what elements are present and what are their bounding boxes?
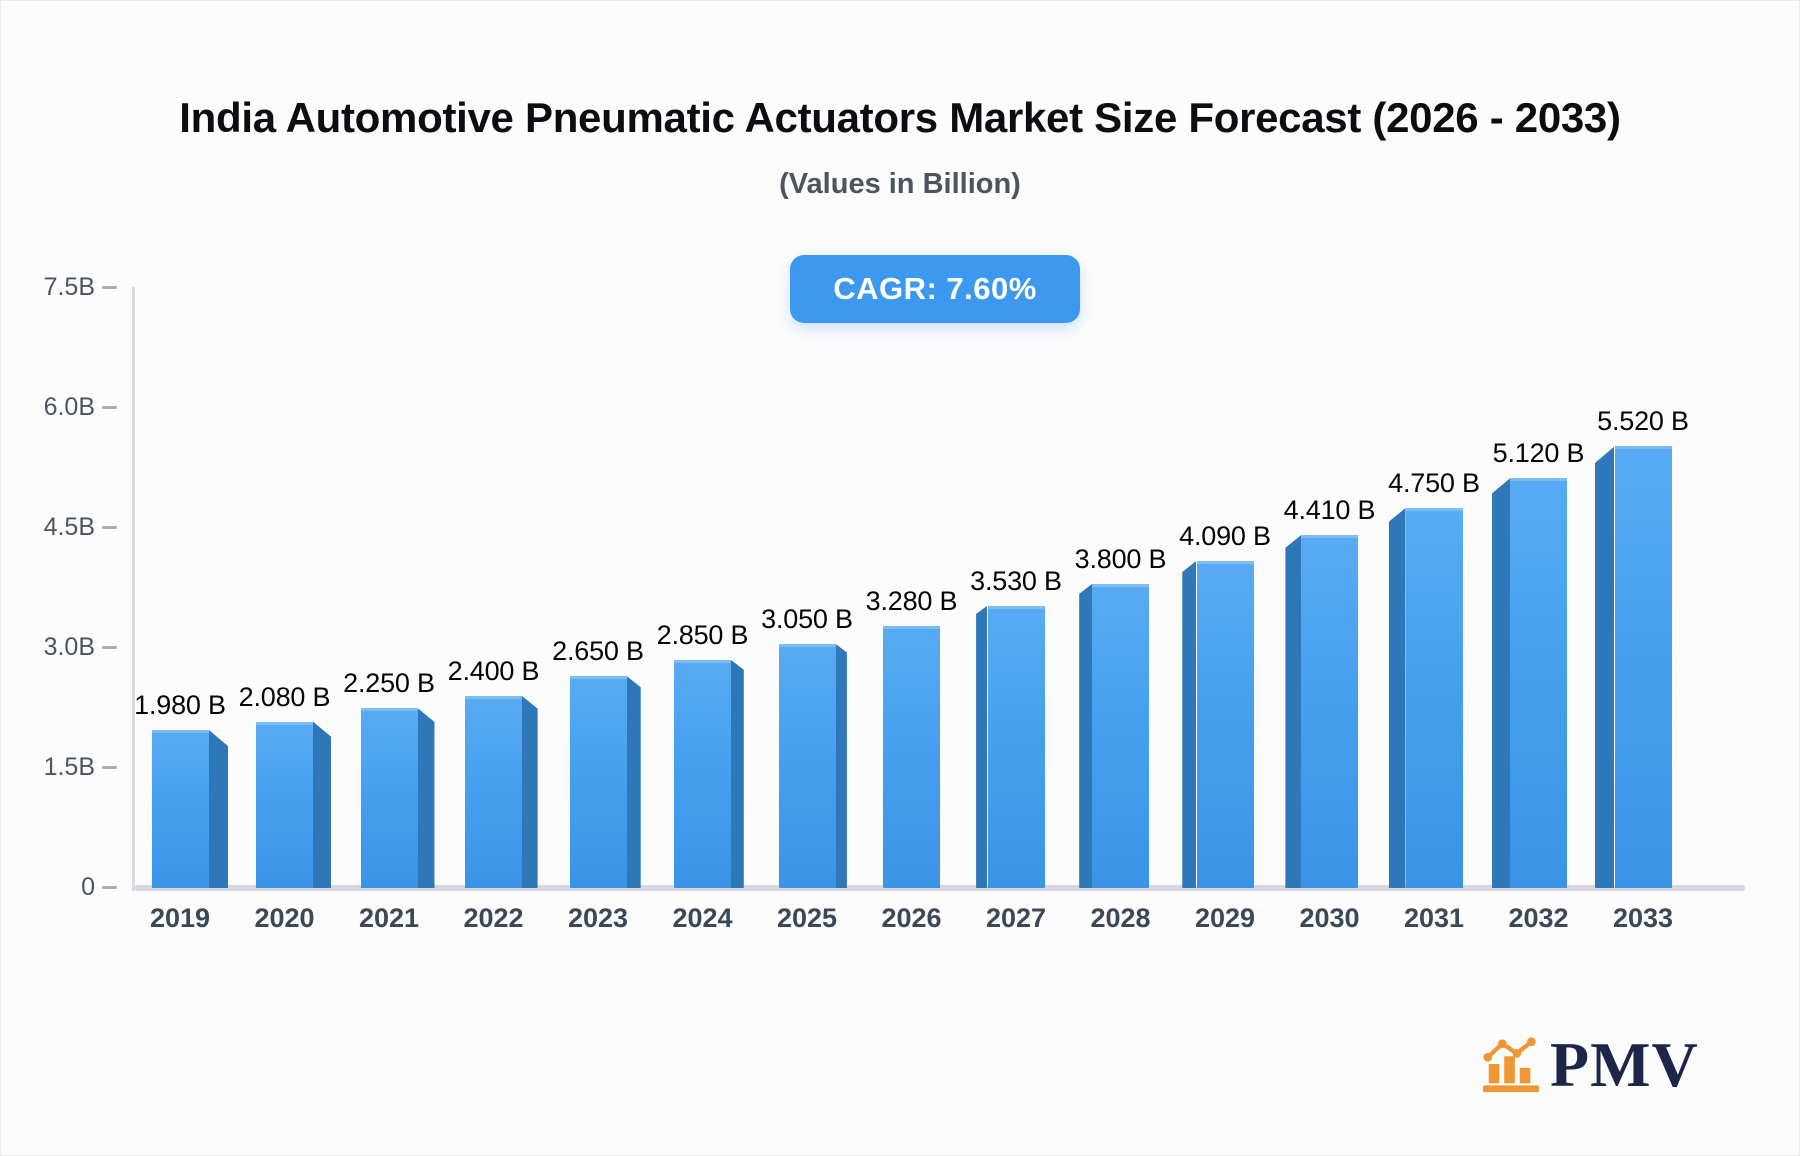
x-axis-baseline bbox=[135, 885, 1745, 891]
bar-side-2027 bbox=[976, 605, 988, 888]
x-tick-label-2032: 2032 bbox=[1508, 903, 1569, 933]
bar-side-2019 bbox=[208, 729, 229, 888]
y-tick-mark bbox=[102, 886, 117, 889]
bar-value-label-2021: 2.250 B bbox=[343, 668, 435, 698]
bar-value-label-2028: 3.800 B bbox=[1074, 544, 1167, 574]
bar-2021 bbox=[360, 708, 418, 888]
bar-value-label-2026: 3.280 B bbox=[865, 585, 958, 616]
bar-value-label-2025: 3.050 B bbox=[761, 604, 853, 634]
bar-2020 bbox=[256, 721, 313, 888]
chart-subtitle: (Values in Billion) bbox=[779, 168, 1021, 200]
y-tick-mark bbox=[102, 286, 117, 289]
bar-value-label-2027: 3.530 B bbox=[970, 565, 1062, 596]
y-tick-mark bbox=[102, 766, 117, 769]
x-tick-label-2021: 2021 bbox=[358, 903, 420, 933]
bar-2027 bbox=[987, 605, 1045, 888]
bar-value-label-2029: 4.090 B bbox=[1179, 520, 1271, 551]
y-tick-label-4.5B: 4.5B bbox=[43, 513, 95, 541]
y-tick-label-7.5B: 7.5B bbox=[43, 273, 95, 301]
x-tick-label-2023: 2023 bbox=[567, 903, 629, 933]
y-tick-label-1.5B: 1.5B bbox=[43, 753, 95, 781]
bar-2022 bbox=[465, 696, 522, 888]
bar-2029 bbox=[1196, 560, 1254, 888]
x-tick-label-2024: 2024 bbox=[672, 903, 733, 933]
bar-side-2024 bbox=[731, 660, 744, 888]
bar-value-label-2033: 5.520 B bbox=[1597, 406, 1689, 437]
x-tick-label-2025: 2025 bbox=[776, 903, 838, 933]
bar-side-2021 bbox=[417, 708, 435, 888]
x-tick-label-2022: 2022 bbox=[463, 903, 524, 933]
bar-value-label-2032: 5.120 B bbox=[1492, 438, 1585, 469]
bar-value-label-2031: 4.750 B bbox=[1388, 468, 1480, 498]
bar-2025 bbox=[778, 644, 836, 888]
y-axis-line bbox=[132, 287, 135, 891]
bar-side-2030 bbox=[1285, 535, 1301, 888]
bar-2033 bbox=[1614, 446, 1672, 888]
bar-2032 bbox=[1510, 478, 1567, 888]
y-tick-mark bbox=[102, 646, 117, 649]
cagr-badge: CAGR: 7.60% bbox=[790, 255, 1080, 323]
bar-chart-logo-icon bbox=[1482, 1037, 1540, 1093]
bar-value-label-2023: 2.650 B bbox=[552, 636, 644, 666]
bar-side-2029 bbox=[1182, 560, 1197, 888]
bar-2031 bbox=[1405, 508, 1463, 888]
bar-2026 bbox=[883, 625, 940, 888]
x-tick-label-2030: 2030 bbox=[1299, 903, 1360, 933]
x-tick-label-2028: 2028 bbox=[1090, 903, 1151, 933]
bar-side-2031 bbox=[1388, 508, 1406, 888]
bar-value-label-2019: 1.980 B bbox=[134, 689, 226, 720]
y-tick-label-0: 0 bbox=[81, 873, 95, 901]
bar-value-label-2020: 2.080 B bbox=[238, 681, 331, 712]
chart-title: India Automotive Pneumatic Actuators Mar… bbox=[179, 94, 1621, 141]
x-tick-label-2026: 2026 bbox=[881, 903, 942, 933]
bar-2019 bbox=[151, 729, 209, 888]
logo-text: PMV bbox=[1550, 1029, 1699, 1100]
bar-side-2022 bbox=[522, 696, 538, 888]
x-tick-label-2033: 2033 bbox=[1612, 903, 1674, 933]
y-tick-mark bbox=[102, 526, 117, 529]
bar-value-label-2030: 4.410 B bbox=[1283, 495, 1376, 526]
x-tick-label-2029: 2029 bbox=[1194, 903, 1256, 933]
pmv-logo: PMV bbox=[1480, 1029, 1699, 1100]
cagr-badge-label: CAGR: 7.60% bbox=[833, 271, 1037, 306]
bar-side-2023 bbox=[626, 676, 641, 888]
y-tick-label-6.0B: 6.0B bbox=[43, 393, 95, 421]
bar-2030 bbox=[1301, 535, 1358, 888]
x-tick-label-2020: 2020 bbox=[254, 903, 315, 933]
bar-value-label-2022: 2.400 B bbox=[447, 656, 540, 686]
bar-2024 bbox=[674, 660, 731, 888]
bar-2023 bbox=[569, 676, 627, 888]
bar-side-2028 bbox=[1079, 584, 1092, 888]
x-tick-label-2027: 2027 bbox=[985, 903, 1047, 933]
bar-side-2025 bbox=[835, 644, 847, 888]
y-tick-label-3.0B: 3.0B bbox=[43, 633, 95, 661]
x-tick-label-2019: 2019 bbox=[149, 903, 211, 933]
bar-side-2032 bbox=[1491, 478, 1510, 888]
bar-2028 bbox=[1092, 584, 1149, 888]
bar-value-label-2024: 2.850 B bbox=[656, 620, 749, 650]
x-tick-label-2031: 2031 bbox=[1403, 903, 1465, 933]
y-tick-mark bbox=[102, 406, 117, 409]
bar-side-2033 bbox=[1594, 446, 1615, 888]
bar-side-2020 bbox=[313, 721, 332, 888]
